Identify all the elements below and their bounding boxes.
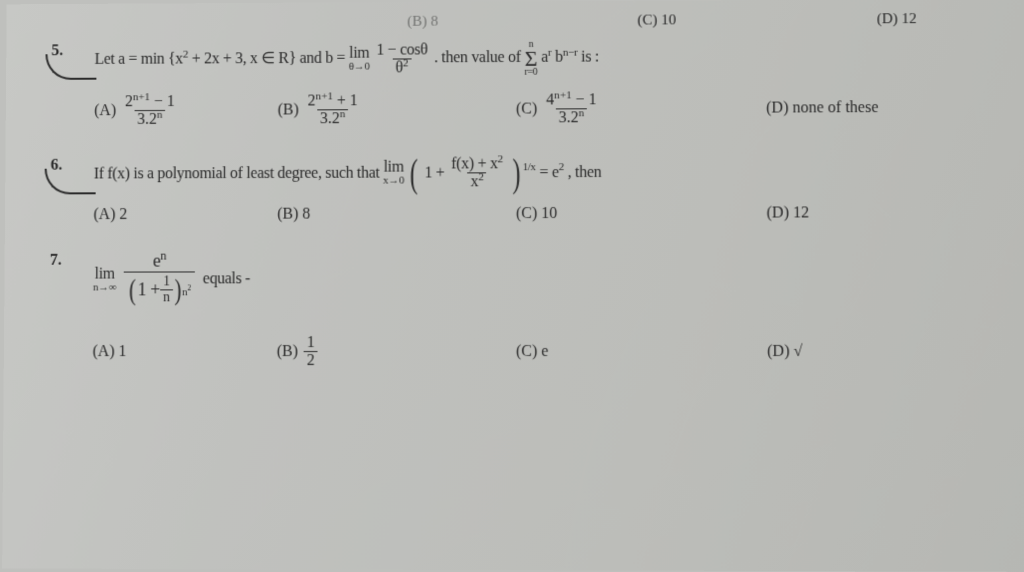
q6-options: (A) 2 (B) 8 (C) 10 (D) 12 <box>50 204 999 224</box>
q7-expr: en ( 1 + 1 n )n2 <box>124 252 195 308</box>
q5-a-label: (A) <box>94 102 116 120</box>
q6-number: 6. <box>51 156 94 174</box>
q5-a-num: 2n+1 − 1 <box>122 93 178 111</box>
q5-lim-top: lim <box>349 46 369 62</box>
q7-outer-frac: en ( 1 + 1 n )n2 <box>124 252 195 308</box>
q7-inner-den: n <box>160 290 173 306</box>
q5-c-label: (C) <box>516 100 537 118</box>
q7-opt-a: (A) 1 <box>49 334 277 370</box>
q7-opt-b: (B) 1 2 <box>277 334 516 370</box>
q7-stem: lim n→∞ en ( 1 + 1 n )n2 <box>93 250 1000 308</box>
q7-outer-den: ( 1 + 1 n )n2 <box>124 271 195 308</box>
page: (B) 8 (C) 10 (D) 12 5. Let a = min {x2 +… <box>2 0 1024 572</box>
q5-number: 5. <box>51 42 94 60</box>
sigma-icon: Σ <box>525 50 537 68</box>
q6-inner-pre: 1 + <box>424 164 448 181</box>
q5-d-label: (D) none of these <box>766 99 878 117</box>
prev-opt-c: (C) 10 <box>637 12 676 29</box>
q5-opt-d: (D) none of these <box>766 89 998 126</box>
prev-opt-d: (D) 12 <box>877 11 917 28</box>
q7-inner-frac: 1 n <box>160 274 173 306</box>
q7-tail: equals - <box>203 268 250 290</box>
q5-b-den: 3.2n <box>317 109 348 128</box>
q5: 5. Let a = min {x2 + 2x + 3, x ∈ R} and … <box>51 38 998 80</box>
q7-num-label: 7. <box>50 252 62 269</box>
q5-c-den: 3.2n <box>556 108 588 127</box>
q7-inner-num: 1 <box>160 274 173 289</box>
q6-frac: f(x) + x2 x2 <box>448 155 506 191</box>
q6-lim: lim x→0 <box>383 160 404 187</box>
q7-den-exp: n2 <box>182 288 191 292</box>
q7-b-num: 1 <box>304 334 318 352</box>
q6-outer-exp: 1/x <box>523 161 536 173</box>
rparen-icon: ) <box>512 155 520 191</box>
rparen2-icon: ) <box>174 277 181 304</box>
q6-stem-c: , then <box>564 164 601 181</box>
q5-stem-b: + 2x + 3, x ∈ R} and b = <box>188 50 349 68</box>
q5-tick-icon <box>45 54 96 80</box>
q5-opt-a: (A) 2n+1 − 1 3.2n <box>51 92 278 129</box>
q5-b-frac: 2n+1 + 1 3.2n <box>305 92 361 128</box>
q5-c-num: 4n+1 − 1 <box>543 91 599 109</box>
q5-b-num: 2n+1 + 1 <box>305 92 361 110</box>
q5-options: (A) 2n+1 − 1 3.2n (B) 2n+1 + 1 3.2n (C) … <box>51 89 998 129</box>
q6-lim-top: lim <box>384 160 404 176</box>
q5-c-frac: 4n+1 − 1 3.2n <box>543 91 599 127</box>
q5-opt-b: (B) 2n+1 + 1 3.2n <box>278 91 516 128</box>
q7-lim: lim n→∞ <box>93 266 116 293</box>
q6-frac-den: x2 <box>468 173 487 192</box>
prev-options-row: (B) 8 (C) 10 (D) 12 <box>52 11 998 33</box>
q5-sum: n Σ r=0 <box>524 40 537 77</box>
lparen-icon: ( <box>410 156 418 192</box>
q7-b-label: (B) <box>277 343 298 361</box>
q5-a-frac: 2n+1 − 1 3.2n <box>122 93 178 129</box>
lparen2-icon: ( <box>129 277 136 304</box>
q7-lim-top: lim <box>95 266 115 282</box>
q6-lim-bot: x→0 <box>383 176 404 187</box>
q5-stem-d: is : <box>581 49 599 66</box>
q7-b-den: 2 <box>304 351 318 370</box>
q6-opt-a: (A) 2 <box>50 206 277 224</box>
q6-stem-b: = e <box>539 164 558 181</box>
q7-den-pre: 1 + <box>138 280 161 300</box>
q6-frac-num: f(x) + x2 <box>448 155 506 173</box>
q6-opt-b: (B) 8 <box>277 205 516 223</box>
q7: 7. lim n→∞ en ( 1 + 1 n )n2 <box>50 250 1000 308</box>
q5-frac: 1 − cosθ θ2 <box>373 41 430 77</box>
q5-sum-b: b <box>551 49 562 66</box>
q6-tick-icon <box>44 168 95 194</box>
q5-stem-a: Let a = min {x <box>95 51 183 68</box>
q7-opt-c: (C) e <box>516 333 767 369</box>
q6-opt-d: (D) 12 <box>767 204 999 223</box>
q7-b-frac: 1 2 <box>304 334 318 370</box>
q5-stem: Let a = min {x2 + 2x + 3, x ∈ R} and b =… <box>94 38 997 80</box>
q5-b-label: (B) <box>278 101 299 119</box>
q6-opt-c: (C) 10 <box>516 204 767 223</box>
q5-opt-c: (C) 4n+1 − 1 3.2n <box>516 90 766 127</box>
q5-sum-exp-b: n−r <box>563 47 578 59</box>
q6-stem: If f(x) is a polynomial of least degree,… <box>94 154 999 193</box>
q7-outer-num: en <box>150 252 170 272</box>
q7-opt-d: (D) √ <box>767 333 1000 370</box>
q5-a-den: 3.2n <box>134 110 165 128</box>
prev-opt-b: (B) 8 <box>407 14 438 31</box>
q5-sum-sub: r=0 <box>524 67 537 77</box>
q6: 6. If f(x) is a polynomial of least degr… <box>50 154 998 193</box>
q5-frac-num: 1 − cosθ <box>373 41 430 59</box>
q7-options: (A) 1 (B) 1 2 (C) e (D) √ <box>49 333 1000 370</box>
q5-lim: lim θ→0 <box>349 46 370 73</box>
q5-frac-den: θ2 <box>393 59 412 78</box>
q7-number: 7. <box>50 252 93 270</box>
q7-lim-bot: n→∞ <box>93 282 116 293</box>
q5-stem-c: . then value of <box>434 49 524 66</box>
q5-lim-bot: θ→0 <box>349 62 370 73</box>
q6-stem-a: If f(x) is a polynomial of least degree,… <box>94 164 383 182</box>
